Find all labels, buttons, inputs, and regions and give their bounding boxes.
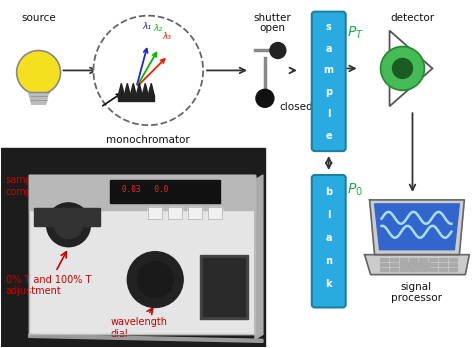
Polygon shape: [429, 268, 438, 271]
Text: wavelength
dial: wavelength dial: [110, 308, 167, 339]
Polygon shape: [410, 258, 418, 261]
Polygon shape: [34, 208, 100, 226]
Text: a: a: [326, 233, 332, 243]
Text: $P_T$: $P_T$: [346, 25, 364, 41]
Circle shape: [137, 262, 173, 298]
Circle shape: [392, 58, 412, 78]
Circle shape: [17, 50, 61, 94]
Polygon shape: [449, 268, 457, 271]
Text: n: n: [325, 256, 332, 266]
Circle shape: [256, 89, 274, 107]
Polygon shape: [439, 263, 447, 266]
Text: sample
compartment: sample compartment: [6, 175, 96, 213]
Text: λ₁: λ₁: [142, 22, 151, 31]
Polygon shape: [28, 92, 48, 104]
Polygon shape: [148, 207, 162, 219]
Polygon shape: [142, 84, 148, 95]
Text: p: p: [325, 87, 332, 97]
Text: 0.03   0.0: 0.03 0.0: [122, 185, 169, 195]
Polygon shape: [188, 207, 202, 219]
Polygon shape: [203, 258, 245, 316]
Polygon shape: [124, 84, 130, 95]
Text: b: b: [325, 187, 332, 197]
Circle shape: [46, 203, 91, 247]
Text: e: e: [326, 131, 332, 141]
Polygon shape: [130, 84, 137, 95]
Polygon shape: [148, 84, 154, 95]
Polygon shape: [439, 268, 447, 271]
Text: closed: closed: [280, 102, 313, 112]
Text: a: a: [326, 44, 332, 54]
Polygon shape: [200, 255, 248, 319]
Text: k: k: [326, 278, 332, 288]
Polygon shape: [118, 95, 154, 101]
Text: l: l: [327, 210, 330, 220]
Polygon shape: [390, 263, 398, 266]
Text: 0% T and 100% T
adjustment: 0% T and 100% T adjustment: [6, 252, 91, 296]
Text: shutter: shutter: [253, 13, 291, 23]
Polygon shape: [110, 180, 220, 203]
Polygon shape: [429, 263, 438, 266]
Text: monochromator: monochromator: [106, 135, 190, 145]
Polygon shape: [28, 334, 263, 342]
Polygon shape: [429, 258, 438, 261]
Polygon shape: [400, 262, 429, 270]
Polygon shape: [118, 84, 124, 95]
Polygon shape: [419, 258, 428, 261]
Text: source: source: [21, 13, 56, 23]
Polygon shape: [28, 175, 255, 334]
Polygon shape: [168, 207, 182, 219]
Polygon shape: [449, 263, 457, 266]
Text: λ₃: λ₃: [162, 32, 171, 41]
Polygon shape: [390, 258, 398, 261]
Polygon shape: [419, 263, 428, 266]
Circle shape: [270, 42, 286, 58]
Text: detector: detector: [391, 13, 435, 23]
Text: processor: processor: [391, 293, 442, 302]
Polygon shape: [255, 175, 263, 339]
Polygon shape: [380, 268, 388, 271]
Polygon shape: [28, 175, 255, 210]
Text: l: l: [327, 109, 330, 119]
Polygon shape: [400, 258, 408, 261]
Circle shape: [128, 252, 183, 308]
Polygon shape: [410, 263, 418, 266]
Text: m: m: [324, 65, 334, 76]
Polygon shape: [380, 258, 388, 261]
Polygon shape: [439, 258, 447, 261]
Text: open: open: [259, 23, 285, 33]
Polygon shape: [449, 258, 457, 261]
FancyBboxPatch shape: [312, 175, 346, 308]
Polygon shape: [370, 200, 465, 255]
Polygon shape: [419, 268, 428, 271]
Text: $P_0$: $P_0$: [346, 182, 363, 198]
Polygon shape: [0, 148, 265, 347]
Polygon shape: [365, 255, 469, 275]
Text: λ₂: λ₂: [153, 24, 162, 33]
Polygon shape: [400, 268, 408, 271]
Circle shape: [381, 47, 424, 90]
Circle shape: [55, 211, 82, 239]
Circle shape: [93, 16, 203, 125]
Text: s: s: [326, 22, 332, 32]
Polygon shape: [208, 207, 222, 219]
Polygon shape: [380, 263, 388, 266]
Polygon shape: [374, 204, 459, 250]
Text: signal: signal: [401, 282, 432, 292]
Polygon shape: [390, 31, 432, 106]
Polygon shape: [137, 84, 142, 95]
Polygon shape: [410, 268, 418, 271]
FancyBboxPatch shape: [312, 11, 346, 151]
Polygon shape: [390, 268, 398, 271]
Polygon shape: [400, 263, 408, 266]
